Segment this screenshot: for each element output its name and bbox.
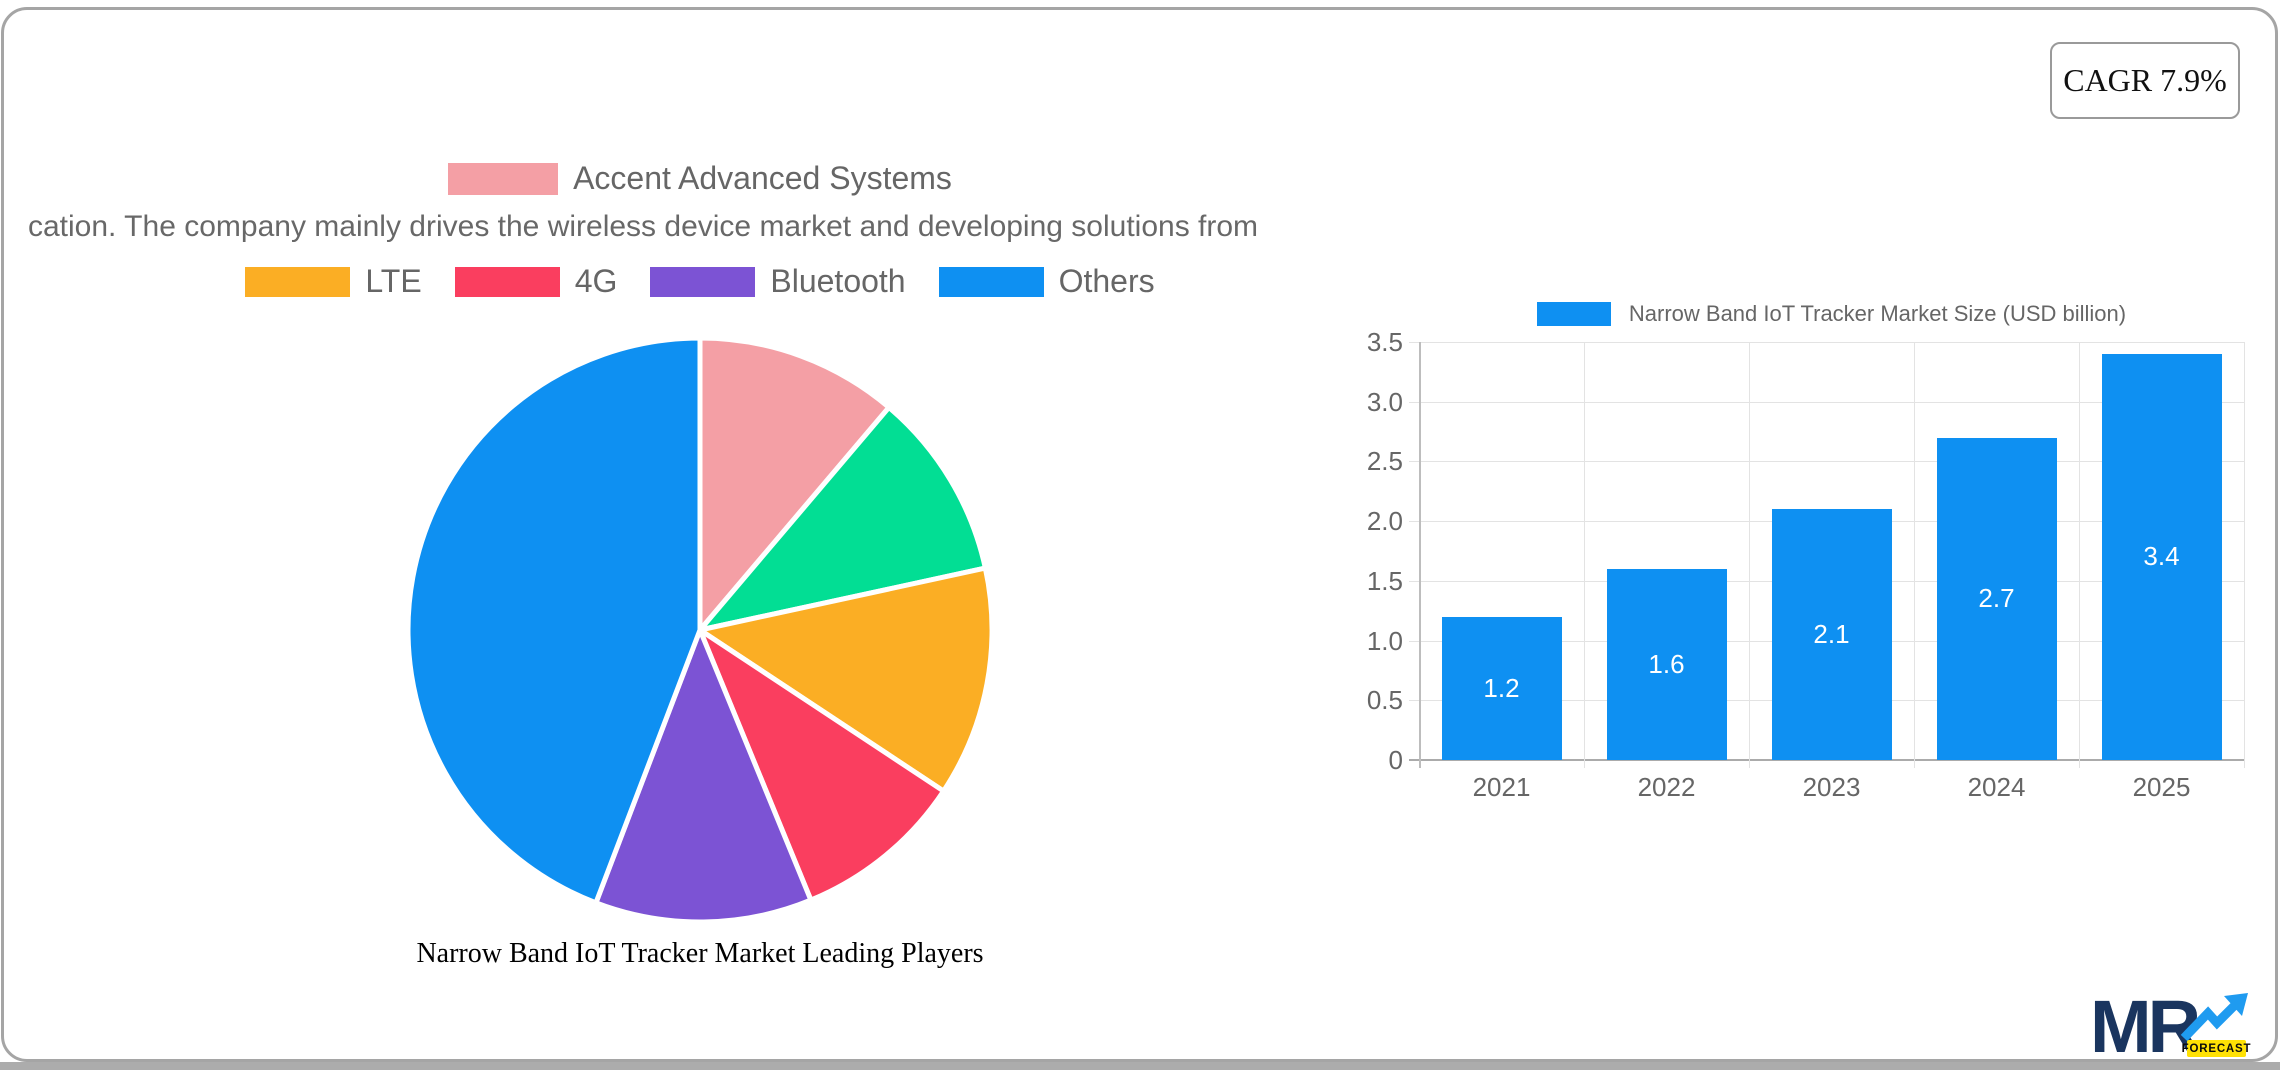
pie-slice-slice-1 [697, 404, 988, 633]
pie-chart-title: Narrow Band IoT Tracker Market Leading P… [416, 938, 984, 969]
legend-swatch-lte [245, 266, 351, 297]
cagr-badge: CAGR 7.9% [2050, 42, 2240, 119]
y-axis-line [1419, 342, 1421, 768]
gridline-h-3.0 [1409, 401, 2244, 403]
pie-legend-row-top: Accent Advanced Systems [0, 160, 1400, 197]
pie-legend-row-bottom: LTE 4G Bluetooth Others [0, 263, 1400, 300]
y-tick-label-0.5: 0.5 [1366, 685, 1403, 716]
pie-slice-accent-advanced-systems [697, 335, 892, 633]
legend-item-accent-advanced-systems: Accent Advanced Systems [448, 160, 952, 197]
bar-chart-plot: 3.5 3.0 2.5 2.0 1.5 1.0 0.5 0 1.2 2021 1.6 2022 2.1 2… [1367, 327, 2245, 802]
legend-swatch-4g [454, 266, 560, 297]
gridline-v-2 [1748, 342, 1750, 768]
legend-item-others: Others [938, 263, 1155, 300]
bar-2021: 1.2 [1441, 616, 1562, 760]
legend-label-lte: LTE [365, 263, 422, 299]
legend-swatch-accent-advanced-systems [448, 162, 559, 195]
logo-forecast-tag: FORECAST [2182, 1040, 2251, 1057]
legend-item-lte: LTE [245, 263, 422, 300]
x-tick-label-2021: 2021 [1472, 772, 1531, 802]
legend-item-4g: 4G [454, 263, 618, 300]
pie-slice-others [405, 335, 703, 906]
gridline-v-4 [2078, 342, 2080, 768]
y-tick-label-3.5: 3.5 [1366, 327, 1403, 357]
legend-label-4g: 4G [574, 263, 618, 299]
pie-chart [405, 335, 995, 925]
x-axis-baseline [1409, 759, 2244, 761]
legend-item-bluetooth: Bluetooth [650, 263, 906, 300]
bar-legend-swatch [1536, 302, 1611, 326]
bar-chart-legend: Narrow Band IoT Tracker Market Size (USD… [1419, 301, 2244, 327]
legend-label-accent-advanced-systems: Accent Advanced Systems [573, 160, 952, 196]
bottom-strip [0, 1062, 2280, 1070]
y-tick-label-1.5: 1.5 [1366, 565, 1403, 596]
x-tick-label-2022: 2022 [1637, 772, 1696, 802]
gridline-h-3.5 [1409, 342, 2244, 343]
pie-slice-lte [697, 565, 995, 794]
bar-2023: 2.1 [1771, 509, 1892, 760]
x-tick-label-2023: 2023 [1802, 772, 1861, 802]
bar-value-label-2023: 2.1 [1813, 619, 1850, 650]
bar-2024: 2.7 [1936, 437, 2057, 760]
gridline-v-5 [2243, 342, 2245, 768]
mr-forecast-logo-wordmark: MR [2090, 985, 2201, 1068]
x-tick-label-2025: 2025 [2132, 772, 2191, 802]
bar-value-label-2022: 1.6 [1648, 648, 1685, 679]
legend-label-bluetooth: Bluetooth [770, 263, 906, 299]
bar-2022: 1.6 [1606, 568, 1727, 760]
logo-trend-arrow-icon [2180, 993, 2248, 1042]
x-tick-label-2024: 2024 [1967, 772, 2026, 802]
cagr-badge-label: CAGR 7.9% [2063, 62, 2227, 98]
gridline-h-2.5 [1409, 461, 2244, 463]
y-tick-label-2.0: 2.0 [1366, 506, 1403, 537]
pie-slice-bluetooth [593, 627, 814, 925]
y-tick-label-3.0: 3.0 [1366, 386, 1403, 417]
legend-label-others: Others [1058, 263, 1155, 299]
bar-2025: 3.4 [2101, 353, 2222, 760]
gridline-v-1 [1583, 342, 1585, 768]
bar-legend-label: Narrow Band IoT Tracker Market Size (USD… [1628, 301, 2127, 326]
y-tick-label-2.5: 2.5 [1366, 446, 1403, 477]
legend-swatch-bluetooth [650, 266, 756, 297]
bar-value-label-2024: 2.7 [1978, 583, 2015, 614]
pie-slice-4g [697, 627, 947, 903]
gridline-v-3 [1913, 342, 1915, 768]
bar-value-label-2021: 1.2 [1483, 672, 1520, 703]
description-text: cation. The company mainly drives the wi… [28, 210, 1259, 243]
bar-value-label-2025: 3.4 [2143, 541, 2180, 572]
y-tick-label-1.0: 1.0 [1366, 625, 1403, 656]
legend-swatch-others [938, 266, 1044, 297]
y-tick-label-0: 0 [1388, 745, 1403, 775]
card-frame [1, 7, 2278, 1062]
